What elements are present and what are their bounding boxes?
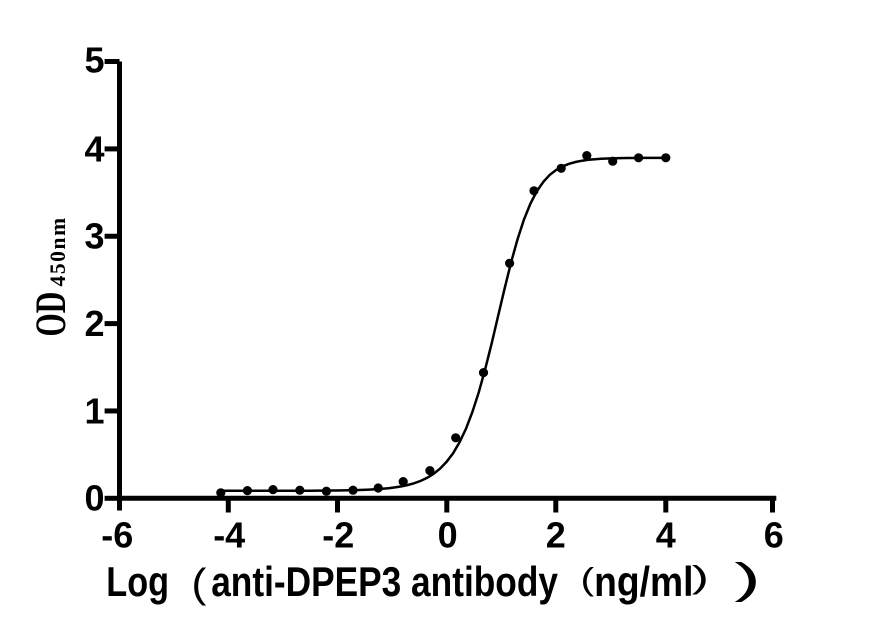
svg-text:(: ( (191, 561, 207, 607)
svg-text:0: 0 (84, 478, 104, 519)
svg-text:-2: -2 (322, 515, 354, 556)
svg-text:2: 2 (84, 303, 104, 344)
svg-text:OD: OD (28, 292, 76, 337)
svg-text:(: ( (581, 562, 595, 597)
svg-text:4: 4 (84, 128, 104, 169)
svg-text:4: 4 (656, 515, 676, 556)
svg-text:-6: -6 (101, 515, 133, 556)
svg-text:0: 0 (438, 515, 458, 556)
svg-text:3: 3 (84, 216, 104, 257)
svg-text:6: 6 (764, 515, 784, 556)
svg-text:5: 5 (84, 39, 104, 80)
svg-text:Log: Log (106, 559, 169, 606)
svg-text:): ) (734, 554, 761, 602)
svg-text:anti-DPEP3 antibody: anti-DPEP3 antibody (211, 559, 558, 606)
svg-text:): ) (692, 560, 709, 595)
svg-text:ng/ml: ng/ml (594, 559, 693, 606)
svg-text:1: 1 (84, 390, 104, 431)
svg-text:450nm: 450nm (46, 216, 70, 286)
svg-text:2: 2 (546, 515, 566, 556)
svg-text:-4: -4 (213, 515, 245, 556)
